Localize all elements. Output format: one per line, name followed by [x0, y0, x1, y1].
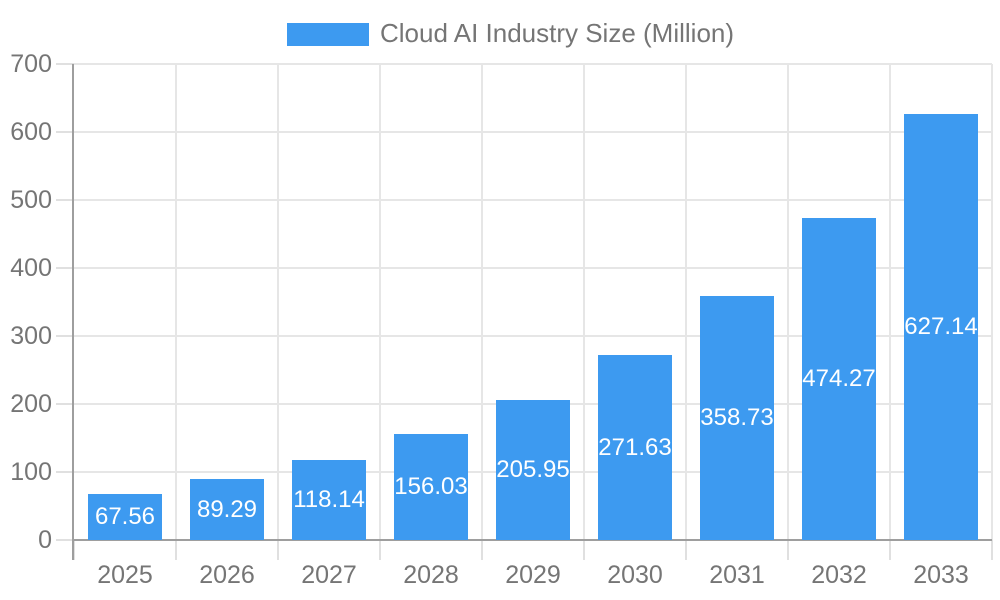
horizontal-gridline [74, 199, 992, 201]
vertical-gridline [481, 64, 483, 540]
legend[interactable]: Cloud AI Industry Size (Million) [287, 18, 734, 48]
y-axis-label: 700 [10, 50, 52, 78]
plot-area: 67.56 89.29 118.14 156.03 205.95 271.63 358.73… [74, 64, 992, 540]
y-axis-tick [56, 131, 74, 133]
vertical-gridline [991, 64, 993, 540]
vertical-gridline [685, 64, 687, 540]
vertical-gridline [175, 64, 177, 540]
x-axis-label: 2031 [709, 561, 765, 589]
x-axis-label: 2030 [607, 561, 663, 589]
x-axis-tick [685, 540, 687, 560]
bar-value-label: 89.29 [196, 495, 258, 523]
bar-value-label: 474.27 [802, 364, 876, 392]
y-axis-label: 600 [10, 118, 52, 146]
horizontal-gridline [74, 131, 992, 133]
x-axis-label: 2027 [301, 561, 357, 589]
y-axis-tick [56, 267, 74, 269]
bar[interactable] [394, 433, 468, 540]
bar-value-label: 156.03 [394, 472, 468, 500]
legend-label: Cloud AI Industry Size (Million) [380, 18, 735, 48]
x-axis-tick [481, 540, 483, 560]
bar-value-label: 118.14 [293, 485, 365, 513]
bar[interactable] [496, 399, 570, 540]
x-axis-line [72, 539, 992, 541]
x-axis-tick [277, 540, 279, 560]
x-axis-label: 2032 [811, 561, 867, 589]
bar[interactable] [700, 296, 774, 540]
bar-value-label: 627.14 [904, 312, 978, 340]
vertical-gridline [889, 64, 891, 540]
y-axis-label: 500 [10, 186, 52, 214]
y-axis-label: 200 [10, 390, 52, 418]
bar-value-label: 67.56 [94, 503, 156, 531]
bar[interactable] [292, 459, 366, 540]
vertical-gridline [379, 64, 381, 540]
x-axis-label: 2026 [199, 561, 255, 589]
y-axis-tick [56, 335, 74, 337]
bar-value-label: 358.73 [700, 404, 774, 432]
vertical-gridline [583, 64, 585, 540]
bar[interactable] [190, 479, 264, 540]
x-axis-label: 2028 [403, 561, 459, 589]
y-axis-tick [56, 471, 74, 473]
x-axis-label: 2025 [97, 561, 153, 589]
y-axis-tick [56, 539, 74, 541]
x-axis-tick [175, 540, 177, 560]
x-axis-label: 2033 [913, 561, 969, 589]
bar-value-label: 205.95 [496, 455, 570, 483]
vertical-gridline [277, 64, 279, 540]
bar[interactable] [88, 494, 162, 540]
bar[interactable] [904, 113, 978, 540]
x-axis-tick [73, 540, 75, 560]
x-axis-tick [379, 540, 381, 560]
x-axis-tick [787, 540, 789, 560]
y-axis-label: 0 [38, 526, 52, 554]
bar-value-label: 271.63 [598, 433, 672, 461]
legend-swatch [287, 23, 369, 46]
horizontal-gridline [74, 335, 992, 337]
x-axis-tick [991, 540, 993, 560]
bar[interactable] [598, 355, 672, 540]
x-axis-tick [889, 540, 891, 560]
y-axis-label: 300 [10, 322, 52, 350]
horizontal-gridline [74, 63, 992, 65]
bar[interactable] [802, 217, 876, 540]
y-axis-tick [56, 403, 74, 405]
y-axis-tick [56, 63, 74, 65]
y-axis-tick [56, 199, 74, 201]
vertical-gridline [787, 64, 789, 540]
y-axis-line [72, 64, 74, 560]
x-axis-label: 2029 [505, 561, 561, 589]
y-axis-label: 100 [10, 458, 52, 486]
y-axis-label: 400 [10, 254, 52, 282]
horizontal-gridline [74, 267, 992, 269]
x-axis-tick [583, 540, 585, 560]
